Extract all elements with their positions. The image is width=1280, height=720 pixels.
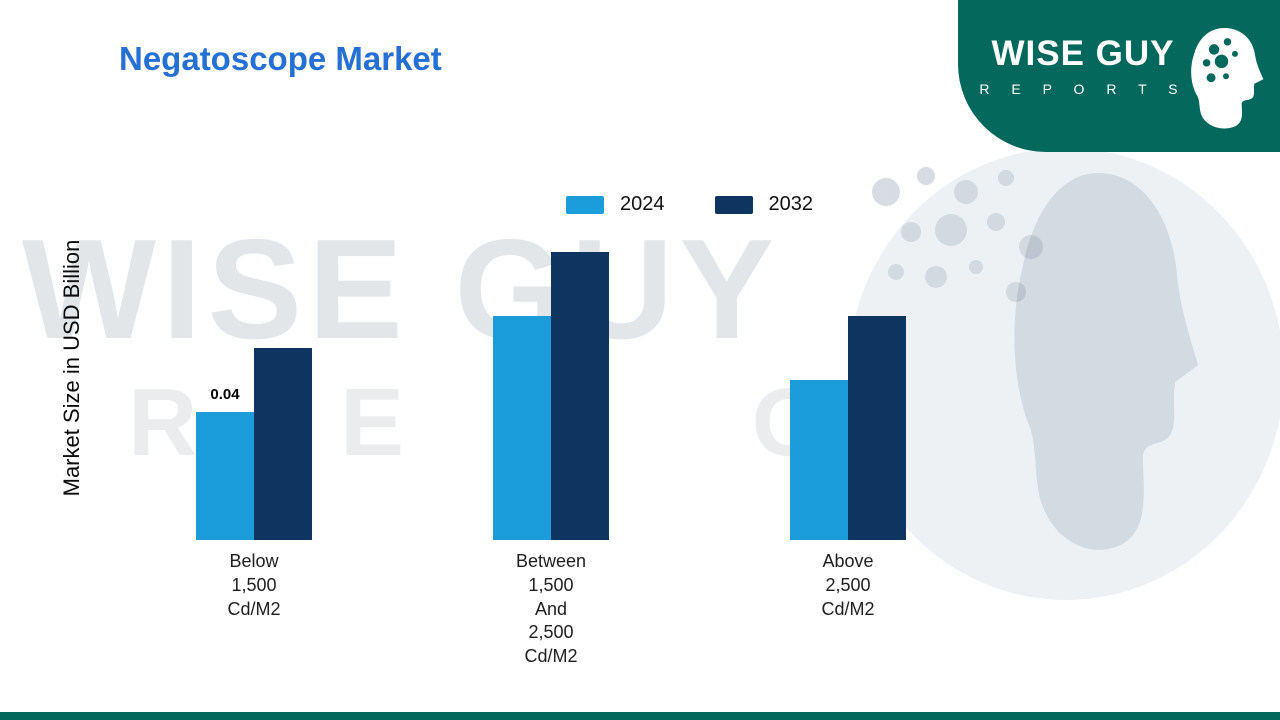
page-title: Negatoscope Market	[119, 40, 442, 77]
watermark-wiseguy-text: WISE GUY	[22, 210, 781, 369]
footer-bar	[0, 712, 1280, 720]
category-label: Above 2,500 Cd/M2	[821, 551, 875, 619]
bar-value-label: 0.04	[210, 386, 240, 403]
legend-label-2032: 2032	[768, 193, 814, 215]
logo-face-icon	[1191, 28, 1264, 129]
chart-group: 0.04 Below 1,500 Cd/M2	[196, 240, 312, 621]
legend-item-2024: 2024	[566, 193, 665, 216]
brand-logo: WISE GUY R E P O R T S	[976, 34, 1190, 97]
legend-label-2024: 2024	[620, 193, 665, 215]
chart-group: Above 2,500 Cd/M2	[790, 240, 906, 621]
bar-2032-2	[551, 252, 609, 540]
bar-2024-3	[790, 380, 848, 540]
background-circle	[848, 148, 1280, 600]
bar-2032-1	[254, 348, 312, 540]
brand-header: WISE GUY R E P O R T S	[958, 0, 1280, 152]
y-axis-label: Market Size in USD Billion	[59, 239, 84, 497]
legend-item-2032: 2032	[714, 193, 814, 216]
bar-chart: 0.04 Below 1,500 Cd/M2 Between 1,500 And 2,500 C…	[196, 240, 906, 666]
chart-legend: 2024 2032	[566, 193, 813, 216]
logo-reports-text: R E P O R T S	[979, 81, 1187, 97]
logo-wiseguy-text: WISE GUY	[991, 34, 1175, 73]
bar-2032-3	[848, 316, 906, 540]
bar-2024-2	[493, 316, 551, 540]
category-label: Below 1,500 Cd/M2	[227, 551, 281, 619]
chart-group: Between 1,500 And 2,500 Cd/M2	[493, 240, 609, 669]
face-profile-watermark	[1014, 173, 1198, 550]
category-label: Between 1,500 And 2,500 Cd/M2	[515, 551, 587, 666]
dot-pattern-decoration	[872, 167, 1043, 302]
bar-2024-1: 0.04	[196, 386, 254, 540]
legend-swatch-2032	[714, 195, 753, 214]
legend-swatch-2024	[566, 195, 604, 214]
